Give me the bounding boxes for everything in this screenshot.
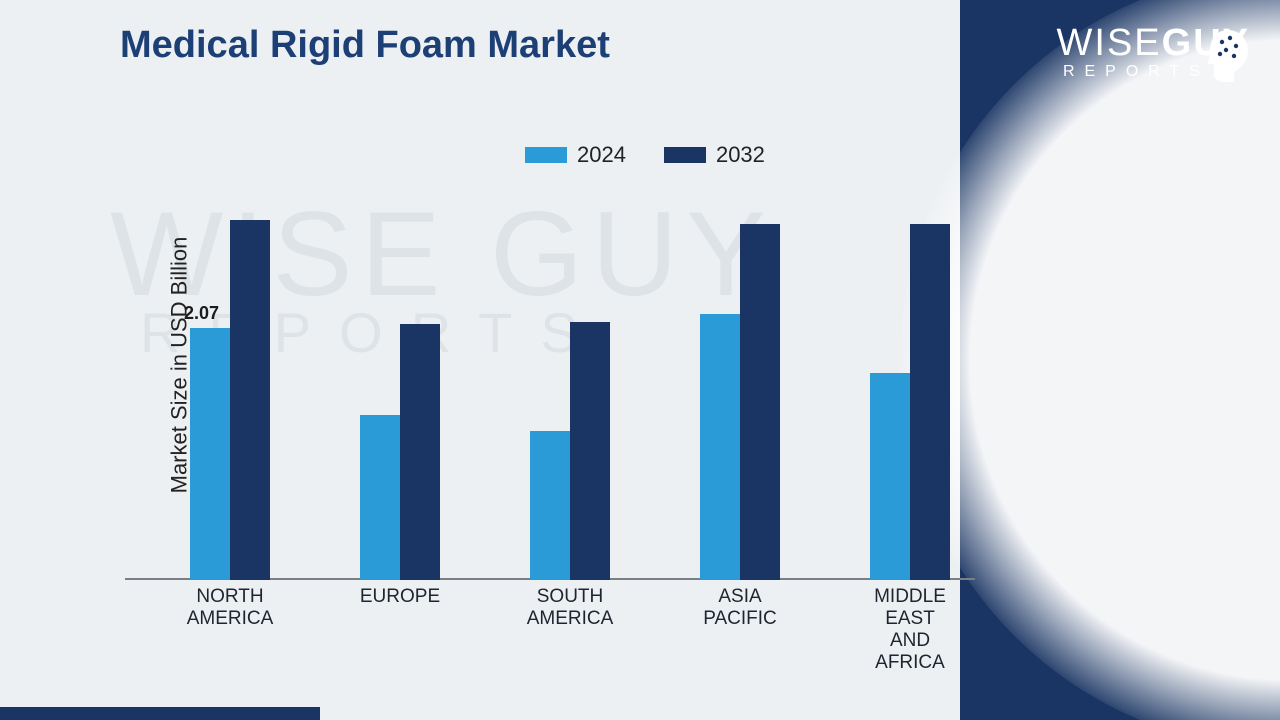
bar-series-1 bbox=[740, 224, 780, 580]
legend-item-2032: 2032 bbox=[664, 142, 765, 168]
plot-region: 2.07 bbox=[125, 190, 975, 580]
legend-item-2024: 2024 bbox=[525, 142, 626, 168]
x-axis-label: SOUTHAMERICA bbox=[500, 586, 640, 630]
x-axis-label: NORTHAMERICA bbox=[160, 586, 300, 630]
x-axis-label: MIDDLEEASTANDAFRICA bbox=[840, 586, 980, 673]
bar-group bbox=[510, 322, 630, 580]
bar-value-label: 2.07 bbox=[184, 303, 219, 324]
bar-series-1 bbox=[910, 224, 950, 580]
bar-group: 2.07 bbox=[170, 220, 290, 580]
bar-series-1 bbox=[230, 220, 270, 580]
x-axis-labels: NORTHAMERICA EUROPE SOUTHAMERICA ASIAPACIFI… bbox=[125, 586, 975, 706]
brand-name-1: WISE bbox=[1057, 22, 1162, 64]
bottom-accent-bar bbox=[0, 707, 320, 720]
chart-area: Market Size in USD Billion 2024 2032 2.0… bbox=[95, 150, 975, 580]
legend-swatch-2024 bbox=[525, 147, 567, 163]
bar-series-0 bbox=[700, 314, 740, 580]
legend-label-2032: 2032 bbox=[716, 142, 765, 168]
x-axis-label: ASIAPACIFIC bbox=[670, 586, 810, 630]
bar-series-0 bbox=[530, 431, 570, 580]
bar-series-1 bbox=[570, 322, 610, 580]
brand-sub: REPORTS bbox=[990, 64, 1210, 80]
bar-series-0 bbox=[870, 373, 910, 580]
legend: 2024 2032 bbox=[525, 142, 765, 168]
bar-series-0 bbox=[360, 415, 400, 580]
bar-group bbox=[680, 224, 800, 580]
bar-group bbox=[340, 324, 460, 580]
bar-series-1 bbox=[400, 324, 440, 580]
page-root: WISEGUY REPORTS Medical Rigid Foam Marke… bbox=[0, 0, 1280, 720]
x-axis-label: EUROPE bbox=[330, 586, 470, 608]
legend-label-2024: 2024 bbox=[577, 142, 626, 168]
legend-swatch-2032 bbox=[664, 147, 706, 163]
chart-title: Medical Rigid Foam Market bbox=[120, 24, 610, 67]
bar-series-0: 2.07 bbox=[190, 328, 230, 580]
brand-logo: WISEGUY REPORTS bbox=[990, 24, 1250, 80]
bar-group bbox=[850, 224, 970, 580]
brain-head-icon bbox=[1206, 28, 1250, 84]
